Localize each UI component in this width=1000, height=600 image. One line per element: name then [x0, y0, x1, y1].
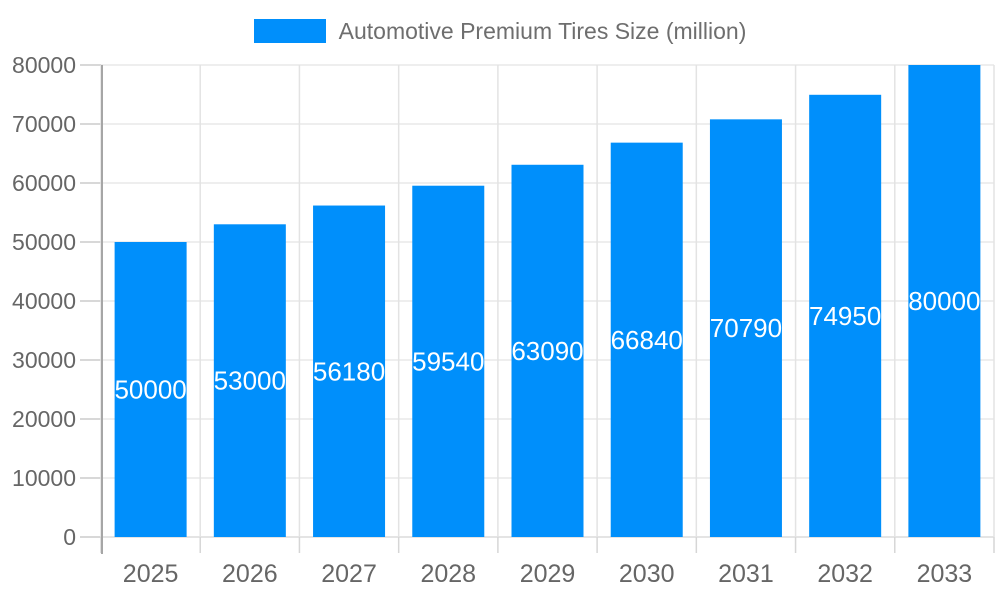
- legend-swatch: [253, 19, 326, 43]
- bar-value-label: 80000: [908, 286, 980, 316]
- x-tick-label: 2026: [222, 560, 278, 588]
- y-tick-label: 20000: [12, 406, 76, 432]
- x-tick-label: 2031: [718, 560, 774, 588]
- x-tick-label: 2028: [420, 560, 476, 588]
- bar-2026[interactable]: [213, 224, 286, 538]
- y-tick-label: 70000: [12, 111, 76, 137]
- bar-2031[interactable]: [709, 119, 782, 538]
- bar-value-label: 59540: [412, 346, 484, 376]
- y-tick-label: 50000: [12, 229, 76, 255]
- legend-label: Automotive Premium Tires Size (million): [338, 17, 747, 44]
- bar-value-label: 63090: [511, 336, 583, 366]
- bar-2029[interactable]: [511, 164, 584, 538]
- y-tick-label: 80000: [12, 52, 76, 78]
- bar-value-label: 50000: [114, 375, 186, 405]
- x-tick-label: 2029: [520, 560, 576, 588]
- bar-value-label: 74950: [809, 301, 881, 331]
- x-tick-label: 2033: [917, 560, 973, 588]
- bar-2032[interactable]: [809, 94, 882, 538]
- bar-2033[interactable]: [908, 65, 981, 537]
- bar-2025[interactable]: [114, 242, 187, 537]
- y-tick-label: 10000: [12, 465, 76, 491]
- bar-2028[interactable]: [412, 185, 485, 538]
- x-tick-label: 2030: [619, 560, 675, 588]
- y-tick-label: 0: [63, 524, 76, 550]
- bar-2027[interactable]: [313, 205, 386, 537]
- x-tick-label: 2025: [123, 560, 179, 588]
- legend-item[interactable]: Automotive Premium Tires Size (million): [0, 17, 1000, 45]
- x-tick-label: 2032: [817, 560, 873, 588]
- y-tick-label: 30000: [12, 347, 76, 373]
- bar-2030[interactable]: [610, 142, 683, 538]
- bar-value-label: 70790: [710, 313, 782, 343]
- x-tick-label: 2027: [321, 560, 377, 588]
- y-tick-label: 40000: [12, 288, 76, 314]
- bar-value-label: 66840: [611, 325, 683, 355]
- bar-value-label: 53000: [214, 366, 286, 396]
- bar-value-label: 56180: [313, 356, 385, 386]
- y-tick-label: 60000: [12, 170, 76, 196]
